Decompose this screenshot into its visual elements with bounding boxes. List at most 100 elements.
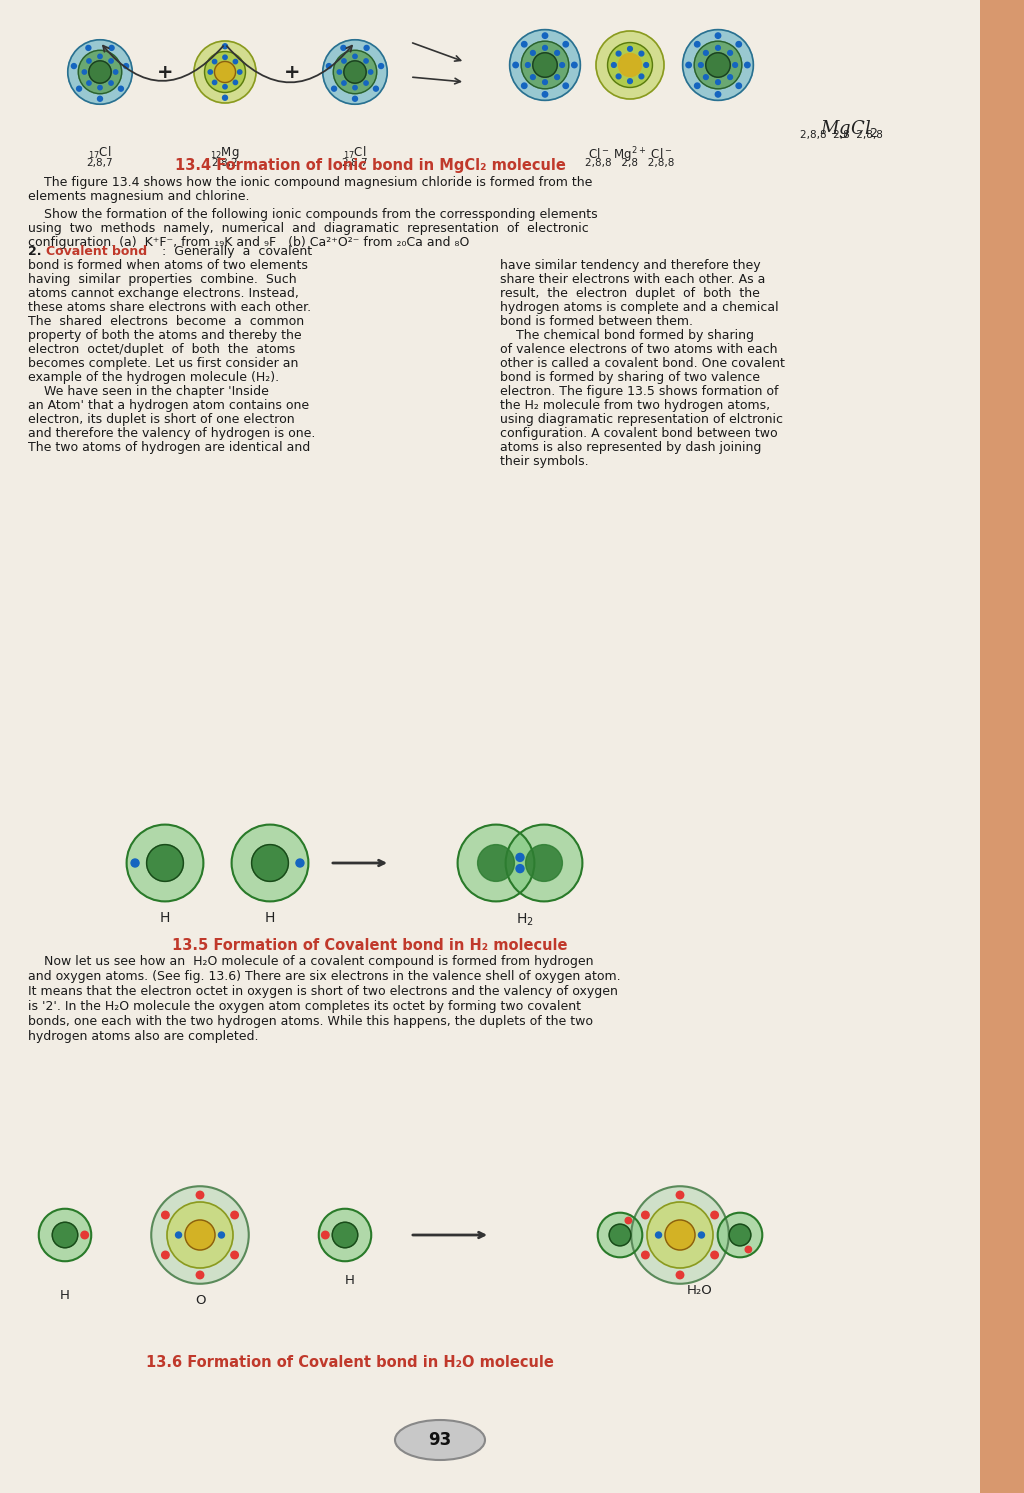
Text: bond is formed when atoms of two elements: bond is formed when atoms of two element… <box>28 258 308 272</box>
Circle shape <box>698 63 703 67</box>
Ellipse shape <box>395 1420 485 1460</box>
Circle shape <box>78 51 122 94</box>
Circle shape <box>87 58 91 63</box>
Circle shape <box>252 845 289 881</box>
Circle shape <box>728 51 732 55</box>
Text: The chemical bond formed by sharing: The chemical bond formed by sharing <box>500 328 754 342</box>
Text: The figure 13.4 shows how the ionic compound magnesium chloride is formed from t: The figure 13.4 shows how the ionic comp… <box>28 176 592 190</box>
Text: 2,8,2: 2,8,2 <box>212 158 239 169</box>
Text: becomes complete. Let us first consider an: becomes complete. Let us first consider … <box>28 357 298 370</box>
Text: 13.5 Formation of Covalent bond in H₂ molecule: 13.5 Formation of Covalent bond in H₂ mo… <box>172 938 567 953</box>
Circle shape <box>698 1232 705 1238</box>
Circle shape <box>458 824 535 902</box>
Text: Now let us see how an  H₂O molecule of a covalent compound is formed from hydrog: Now let us see how an H₂O molecule of a … <box>28 956 594 967</box>
Circle shape <box>555 75 559 79</box>
Text: Show the formation of the following ionic compounds from the corressponding elem: Show the formation of the following ioni… <box>28 208 598 221</box>
Circle shape <box>716 45 720 51</box>
Text: 13.4 Formation of Ionic bond in MgCl₂ molecule: 13.4 Formation of Ionic bond in MgCl₂ mo… <box>174 158 565 173</box>
Circle shape <box>618 54 642 76</box>
Text: hydrogen atoms is complete and a chemical: hydrogen atoms is complete and a chemica… <box>500 302 778 314</box>
Circle shape <box>72 64 77 69</box>
Circle shape <box>596 31 664 99</box>
Circle shape <box>716 79 720 85</box>
Circle shape <box>185 1220 215 1250</box>
Circle shape <box>728 75 732 79</box>
Text: using diagramatic representation of elctronic: using diagramatic representation of elct… <box>500 414 783 426</box>
Circle shape <box>686 63 691 67</box>
Circle shape <box>694 84 700 88</box>
Circle shape <box>379 64 384 69</box>
Circle shape <box>628 46 633 51</box>
Circle shape <box>197 1271 204 1278</box>
Text: O: O <box>195 1294 205 1306</box>
Text: have similar tendency and therefore they: have similar tendency and therefore they <box>500 258 761 272</box>
Circle shape <box>369 70 373 75</box>
Circle shape <box>208 70 212 75</box>
Circle shape <box>167 1202 233 1268</box>
Text: of valence electrons of two atoms with each: of valence electrons of two atoms with e… <box>500 343 777 355</box>
Text: Cl$^-$ Mg$^{2+}$ Cl$^-$: Cl$^-$ Mg$^{2+}$ Cl$^-$ <box>588 145 672 164</box>
Circle shape <box>152 1187 249 1284</box>
Circle shape <box>616 51 621 55</box>
Text: configuration. A covalent bond between two: configuration. A covalent bond between t… <box>500 427 777 440</box>
Text: 2,8,7: 2,8,7 <box>87 158 114 169</box>
Circle shape <box>628 79 633 84</box>
Circle shape <box>222 96 227 100</box>
Text: MgCl$_2$: MgCl$_2$ <box>820 118 879 140</box>
Circle shape <box>353 85 357 90</box>
Text: their symbols.: their symbols. <box>500 455 589 467</box>
Circle shape <box>162 1211 169 1218</box>
Circle shape <box>555 51 559 55</box>
Circle shape <box>322 1232 329 1239</box>
Circle shape <box>706 52 730 78</box>
Circle shape <box>233 81 238 85</box>
Text: electron. The figure 13.5 shows formation of: electron. The figure 13.5 shows formatio… <box>500 385 778 399</box>
Circle shape <box>736 42 741 46</box>
Circle shape <box>364 58 369 63</box>
Circle shape <box>341 45 346 51</box>
Circle shape <box>607 43 652 88</box>
Text: 2,8,8  2,8  2,8,8: 2,8,8 2,8 2,8,8 <box>800 130 883 140</box>
Circle shape <box>716 91 721 97</box>
Text: H₂O: H₂O <box>687 1284 713 1297</box>
Circle shape <box>560 63 564 67</box>
Circle shape <box>733 63 737 67</box>
Text: atoms is also represented by dash joining: atoms is also represented by dash joinin… <box>500 440 762 454</box>
Circle shape <box>513 63 518 67</box>
Circle shape <box>98 54 102 58</box>
Text: using  two  methods  namely,  numerical  and  diagramatic  representation  of  e: using two methods namely, numerical and … <box>28 222 589 234</box>
Circle shape <box>162 1251 169 1259</box>
Bar <box>980 0 1024 1493</box>
Circle shape <box>332 87 337 91</box>
Circle shape <box>703 75 709 79</box>
Circle shape <box>694 42 700 46</box>
Text: the H₂ molecule from two hydrogen atoms,: the H₂ molecule from two hydrogen atoms, <box>500 399 770 412</box>
Circle shape <box>510 30 581 100</box>
Circle shape <box>744 63 750 67</box>
Circle shape <box>230 1251 239 1259</box>
Circle shape <box>87 81 91 85</box>
Circle shape <box>543 33 548 39</box>
Circle shape <box>197 1191 204 1199</box>
Text: 2,8,8   2,8   2,8,8: 2,8,8 2,8 2,8,8 <box>586 158 675 169</box>
Circle shape <box>124 64 129 69</box>
Circle shape <box>231 824 308 902</box>
Text: electron, its duplet is short of one electron: electron, its duplet is short of one ele… <box>28 414 295 426</box>
Circle shape <box>516 854 524 861</box>
Circle shape <box>543 45 548 51</box>
Text: :  Generally  a  covalent: : Generally a covalent <box>158 245 312 258</box>
Text: other is called a covalent bond. One covalent: other is called a covalent bond. One cov… <box>500 357 784 370</box>
Circle shape <box>477 845 514 881</box>
Circle shape <box>68 40 132 105</box>
Circle shape <box>639 75 644 79</box>
Circle shape <box>131 858 139 867</box>
Circle shape <box>711 1211 719 1218</box>
Circle shape <box>77 87 82 91</box>
Circle shape <box>296 858 304 867</box>
Text: elements magnesium and chlorine.: elements magnesium and chlorine. <box>28 190 250 203</box>
Text: +: + <box>284 63 300 82</box>
Circle shape <box>644 63 648 67</box>
Circle shape <box>175 1232 181 1238</box>
Text: +: + <box>157 63 173 82</box>
Circle shape <box>109 58 114 63</box>
